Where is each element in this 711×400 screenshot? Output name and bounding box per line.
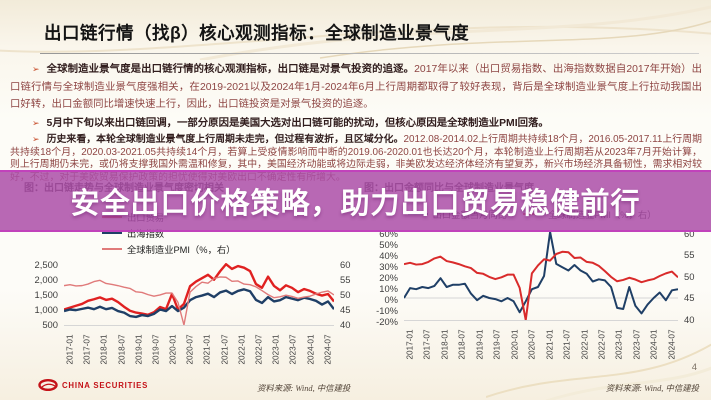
x-axis-tick-label: 2024-01: [306, 333, 316, 365]
axis-tick-label: 500: [42, 318, 58, 330]
export-chain-index-chart: 图：出口链走势与全球制造业景气度密切相关 出口贸易出海指数全球制造业PMI（%，…: [22, 183, 358, 371]
bullet-body-text: 2017年以来（出口贸易指数、出海指数数据自2017年开始）出口链行情与全球制造…: [10, 64, 702, 110]
axis-tick-label: 40: [340, 318, 351, 330]
axis-tick-label: 60: [340, 258, 351, 270]
x-axis-tick-label: 2017-01: [65, 333, 75, 365]
series-line: [404, 232, 678, 313]
plot-area: [64, 263, 334, 326]
plot-row: 2,500 2,000 1,500 1,000 500 60 55 50 45 40: [22, 259, 358, 330]
bullet-arrow-icon: ➢: [32, 64, 40, 74]
overlay-banner: 安全出口价格策略，助力出口贸易稳健前行: [0, 170, 711, 232]
bullet-list: ➢ 全球制造业景气度是出口链行情的核心观测指标，出口链是对景气投资的追逐。2017…: [10, 61, 702, 184]
y-axis-right: 60 55 50 45 40: [334, 259, 358, 330]
x-axis-tick-label: 2020-01: [510, 328, 520, 360]
x-axis-tick-label: 2022-07: [597, 328, 607, 360]
page-title: 出口链行情（找β）核心观测指标：全球制造业景气度: [44, 23, 470, 43]
axis-tick-label: -10%: [376, 304, 398, 316]
x-axis-tick-label: 2021-01: [545, 328, 555, 360]
axis-tick-label: 20%: [379, 271, 398, 283]
x-axis-tick-label: 2019-07: [492, 328, 502, 360]
y-axis-right: 60 55 50 45 40: [678, 228, 702, 325]
y-axis-left: 60% 50% 40% 30% 20% 10% 0% -10% -20%: [362, 227, 404, 327]
axis-tick-label: 55: [340, 273, 351, 285]
axis-tick-label: 40%: [379, 249, 398, 261]
x-axis-tick-label: 2022-01: [237, 333, 247, 365]
legend-item: 全球制造业PMI（%，右）: [102, 241, 358, 257]
axis-tick-label: 2,500: [34, 258, 58, 270]
x-axis-tick-label: 2017-07: [422, 328, 432, 360]
axis-tick-label: 30%: [379, 260, 398, 272]
bullet-item: ➢ 5月中下旬以来出口链回调，一部分原因是美国大选对出口链可能的扰动，但核心原因是…: [10, 115, 702, 133]
bullet-lead-text: 历史来看，本轮全球制造业景气度上行周期未走完，但过程有波折，且区域分化。: [46, 134, 404, 145]
legend-swatch-line-icon: [102, 247, 122, 251]
x-axis-tick-label: 2022-07: [254, 333, 264, 365]
banner-title: 安全出口价格策略，助力出口贸易稳健前行: [70, 188, 641, 220]
x-axis-tick-label: 2024-07: [323, 333, 333, 365]
data-source-left: 资料来源: Wind, 中信建投: [257, 384, 351, 393]
x-axis-tick-label: 2019-07: [151, 333, 161, 365]
x-axis: 2017-01 2017-07 2018-01 2018-07 2019-01 2019-…: [404, 322, 678, 366]
legend-swatch-line-icon: [102, 231, 122, 235]
x-axis-tick-label: 2018-01: [99, 333, 109, 365]
x-axis-tick-label: 2023-07: [288, 333, 298, 365]
axis-tick-label: 1,000: [34, 303, 58, 315]
x-axis-tick-label: 2018-01: [440, 328, 450, 360]
axis-tick-label: 1,500: [34, 288, 58, 300]
axis-tick-label: 50%: [379, 238, 398, 250]
x-axis-tick-label: 2024-01: [649, 328, 659, 360]
x-axis-tick-label: 2020-07: [527, 328, 537, 360]
series-line: [64, 289, 334, 317]
x-axis-tick-label: 2020-01: [168, 333, 178, 365]
legend-item: 出海指数: [102, 225, 358, 241]
x-axis-tick-label: 2018-07: [457, 328, 467, 360]
x-axis-tick-label: 2023-07: [632, 328, 642, 360]
x-axis: 2017-01 2017-07 2018-01 2018-07 2019-01 2019-…: [64, 327, 334, 371]
axis-tick-label: 40: [684, 313, 695, 325]
x-axis-tick-label: 2021-01: [203, 333, 212, 365]
y-axis-left: 2,500 2,000 1,500 1,000 500: [22, 259, 64, 330]
bullet-lead-text: 全球制造业景气度是出口链行情的核心观测指标，出口链是对景气投资的追逐。: [46, 64, 415, 75]
plot-row: 60% 50% 40% 30% 20% 10% 0% -10% -20% 60 55 50 45 40: [362, 228, 702, 327]
axis-tick-label: 0%: [384, 293, 398, 305]
series-line: [404, 252, 678, 320]
axis-tick-label: 2,000: [34, 273, 58, 285]
bullet-item: ➢ 全球制造业景气度是出口链行情的核心观测指标，出口链是对景气投资的追逐。2017…: [10, 61, 702, 114]
x-axis-tick-label: 2023-01: [614, 328, 624, 360]
x-axis-tick-label: 2019-01: [134, 333, 144, 365]
axis-tick-label: 60: [684, 227, 695, 239]
series-line: [64, 277, 334, 325]
x-axis-tick-label: 2021-07: [562, 328, 572, 360]
x-axis-tick-label: 2022-01: [580, 328, 590, 360]
bullet-lead-text: 5月中下旬以来出口链回调，一部分原因是美国大选对出口链可能的扰动，但核心原因是全…: [46, 117, 549, 129]
bullet-arrow-icon: ➢: [32, 117, 40, 128]
x-axis-tick-label: 2024-07: [667, 328, 677, 360]
axis-tick-label: 50: [340, 288, 351, 300]
brand-logo: CHINA SECURITIES: [38, 379, 148, 391]
bullet-arrow-icon: ➢: [32, 134, 40, 144]
data-source-right: 资料来源: Wind, 中信建投: [605, 384, 699, 393]
page-number: 4: [691, 362, 697, 373]
x-axis-tick-label: 2023-01: [271, 333, 281, 365]
axis-tick-label: 50: [684, 270, 695, 282]
series-line: [64, 264, 334, 315]
brand-logo-text: CHINA SECURITIES: [62, 380, 149, 390]
axis-tick-label: 45: [684, 292, 695, 303]
china-securities-logo-icon: [38, 379, 58, 391]
x-axis-tick-label: 2021-07: [220, 333, 230, 365]
legend-label: 全球制造业PMI（%，右）: [127, 245, 236, 255]
x-axis-tick-label: 2020-07: [185, 333, 195, 365]
axis-tick-label: -20%: [376, 315, 398, 327]
x-axis-tick-label: 2017-07: [82, 333, 92, 365]
x-axis-tick-label: 2018-07: [117, 333, 127, 365]
plot-area: [404, 232, 678, 321]
x-axis-tick-label: 2019-01: [475, 328, 485, 360]
title-divider: [40, 53, 699, 54]
axis-tick-label: 45: [340, 303, 351, 315]
legend-label: 出海指数: [127, 229, 165, 239]
axis-tick-label: 60%: [379, 227, 398, 239]
axis-tick-label: 55: [684, 249, 695, 260]
x-axis-tick-label: 2017-01: [405, 328, 415, 360]
axis-tick-label: 10%: [379, 282, 398, 294]
